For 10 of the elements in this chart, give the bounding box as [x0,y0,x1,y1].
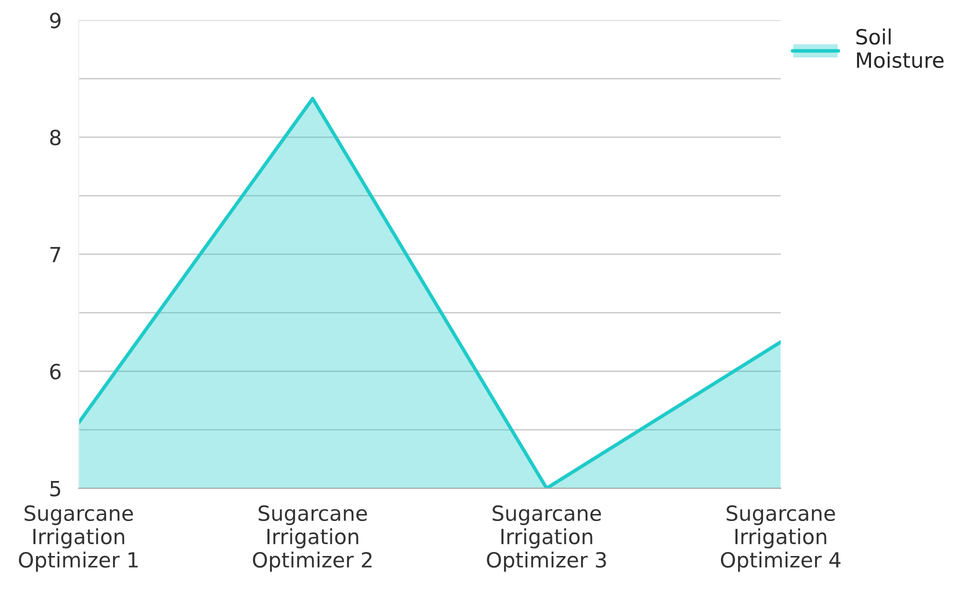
y-tick-label: 8 [50,130,61,146]
x-tick-label: Sugarcane Irrigation Optimizer 1 [18,505,138,572]
x-tick-label: Sugarcane Irrigation Optimizer 2 [252,505,372,572]
y-tick-label: 6 [50,364,61,380]
x-tick-label: Sugarcane Irrigation Optimizer 3 [486,505,606,572]
y-tick-label: 9 [50,12,61,28]
x-tick-label: Sugarcane Irrigation Optimizer 4 [720,505,840,572]
y-tick-label: 5 [50,480,60,496]
legend-label: Soil Moisture [856,28,944,68]
y-tick-label: 7 [50,246,60,262]
